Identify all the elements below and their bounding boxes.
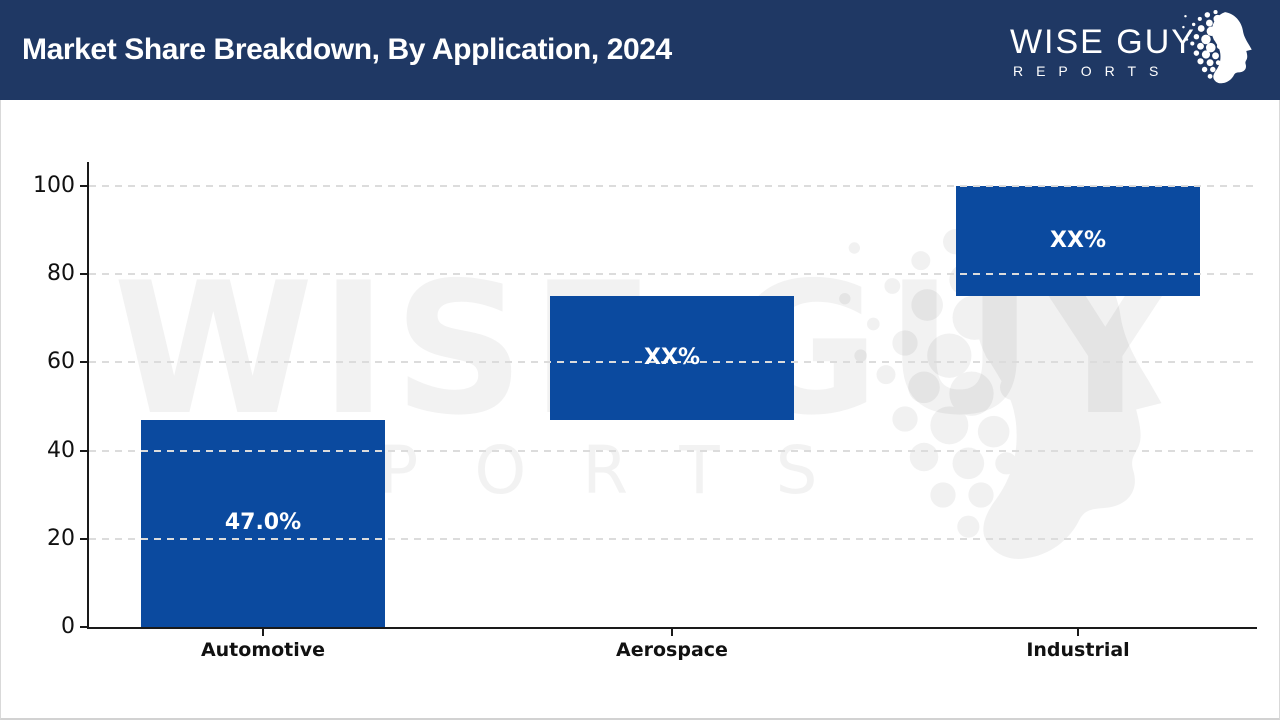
gridline-20 (89, 537, 1257, 540)
y-tick-label-40: 40 (47, 437, 75, 463)
y-tick-20 (80, 537, 87, 540)
gridline-80 (89, 273, 1257, 276)
y-axis-line (87, 162, 89, 629)
x-axis-line (87, 627, 1257, 629)
y-tick-40 (80, 449, 87, 452)
chart-canvas: WISE GUY REPORTS 0 20 40 60 80 100 47.0% XX% XX%… (0, 100, 1280, 720)
header-bar: Market Share Breakdown, By Application, … (0, 0, 1280, 100)
gridline-100 (89, 185, 1257, 187)
bar-value-label: 47.0% (224, 510, 302, 536)
x-tick-industrial (1077, 629, 1079, 636)
brand-logo-text: WISE GUY REPORTS (1010, 25, 1196, 79)
page-title: Market Share Breakdown, By Application, … (22, 33, 672, 66)
x-tick-aerospace (671, 629, 673, 636)
y-tick-label-100: 100 (33, 173, 75, 198)
y-tick-label-80: 80 (47, 261, 75, 287)
logo-wordmark: WISE GUY (1009, 23, 1196, 61)
bar-aerospace (550, 296, 794, 420)
brand-logo: WISE GUY REPORTS (1010, 0, 1262, 100)
gridline-40 (89, 449, 1257, 452)
y-tick-100 (80, 185, 87, 187)
y-tick-80 (80, 273, 87, 276)
x-tick-automotive (262, 629, 264, 636)
y-tick-label-60: 60 (47, 349, 75, 375)
bar-value-label: XX% (644, 344, 700, 370)
bar-value-label: XX% (1050, 228, 1106, 254)
y-tick-label-20: 20 (47, 525, 75, 551)
gridline-60 (89, 361, 1257, 364)
plot-area: 0 20 40 60 80 100 47.0% XX% XX% Automotive Aerospa… (1, 100, 1279, 718)
x-tick-label-industrial: Industrial (1026, 639, 1130, 661)
logo-subtext: REPORTS (1012, 63, 1172, 79)
head-profile-icon (1180, 6, 1262, 92)
x-tick-label-aerospace: Aerospace (616, 639, 728, 661)
y-tick-0 (80, 626, 87, 628)
y-tick-60 (80, 361, 87, 364)
x-tick-label-automotive: Automotive (200, 639, 326, 661)
y-tick-label-0: 0 (61, 614, 75, 639)
bar-automotive (141, 419, 385, 627)
